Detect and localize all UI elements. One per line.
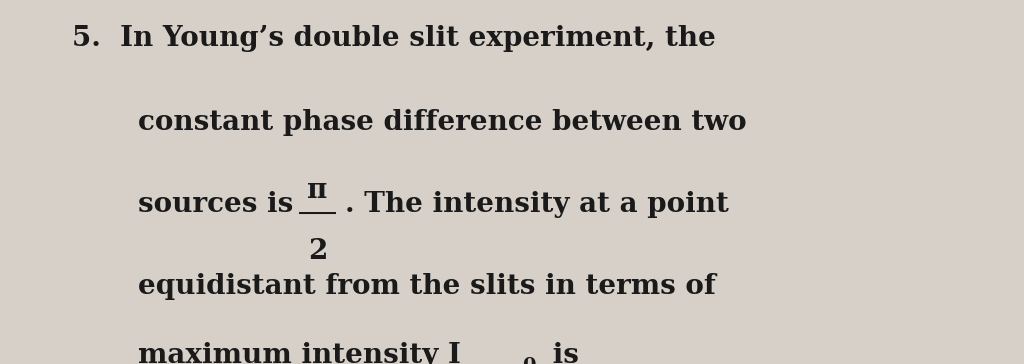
Text: sources is: sources is xyxy=(138,191,303,218)
Text: 2: 2 xyxy=(308,238,327,265)
Text: constant phase difference between two: constant phase difference between two xyxy=(138,109,746,136)
Text: . The intensity at a point: . The intensity at a point xyxy=(345,191,729,218)
Text: is: is xyxy=(543,342,579,364)
Text: equidistant from the slits in terms of: equidistant from the slits in terms of xyxy=(138,273,716,300)
Text: π: π xyxy=(307,177,328,203)
Text: maximum intensity I: maximum intensity I xyxy=(138,342,461,364)
Text: 0: 0 xyxy=(522,357,536,364)
Text: 5.  In Young’s double slit experiment, the: 5. In Young’s double slit experiment, th… xyxy=(72,25,716,52)
